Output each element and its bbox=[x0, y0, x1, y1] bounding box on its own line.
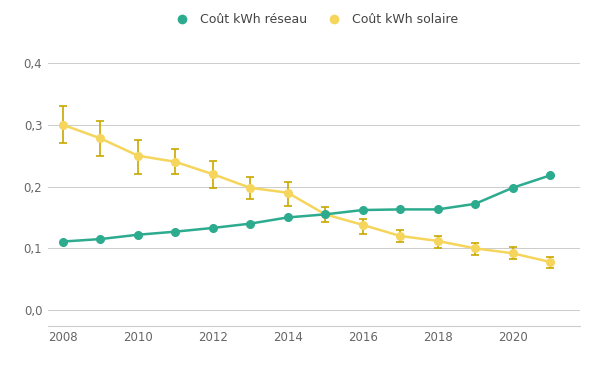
Legend: Coût kWh réseau, Coût kWh solaire: Coût kWh réseau, Coût kWh solaire bbox=[165, 9, 463, 31]
Coût kWh réseau bbox=[134, 232, 141, 237]
Coût kWh réseau bbox=[246, 221, 254, 226]
Coût kWh réseau bbox=[172, 229, 179, 234]
Coût kWh réseau bbox=[509, 186, 516, 190]
Line: Coût kWh réseau: Coût kWh réseau bbox=[59, 172, 554, 245]
Coût kWh réseau bbox=[434, 207, 441, 212]
Coût kWh réseau bbox=[359, 208, 366, 212]
Coût kWh réseau bbox=[97, 237, 104, 241]
Coût kWh réseau bbox=[322, 212, 329, 216]
Coût kWh réseau bbox=[284, 215, 291, 220]
Coût kWh réseau bbox=[209, 226, 216, 230]
Coût kWh réseau bbox=[59, 239, 66, 244]
Coût kWh réseau bbox=[472, 202, 479, 206]
Coût kWh réseau bbox=[547, 173, 554, 178]
Coût kWh réseau bbox=[396, 207, 404, 212]
